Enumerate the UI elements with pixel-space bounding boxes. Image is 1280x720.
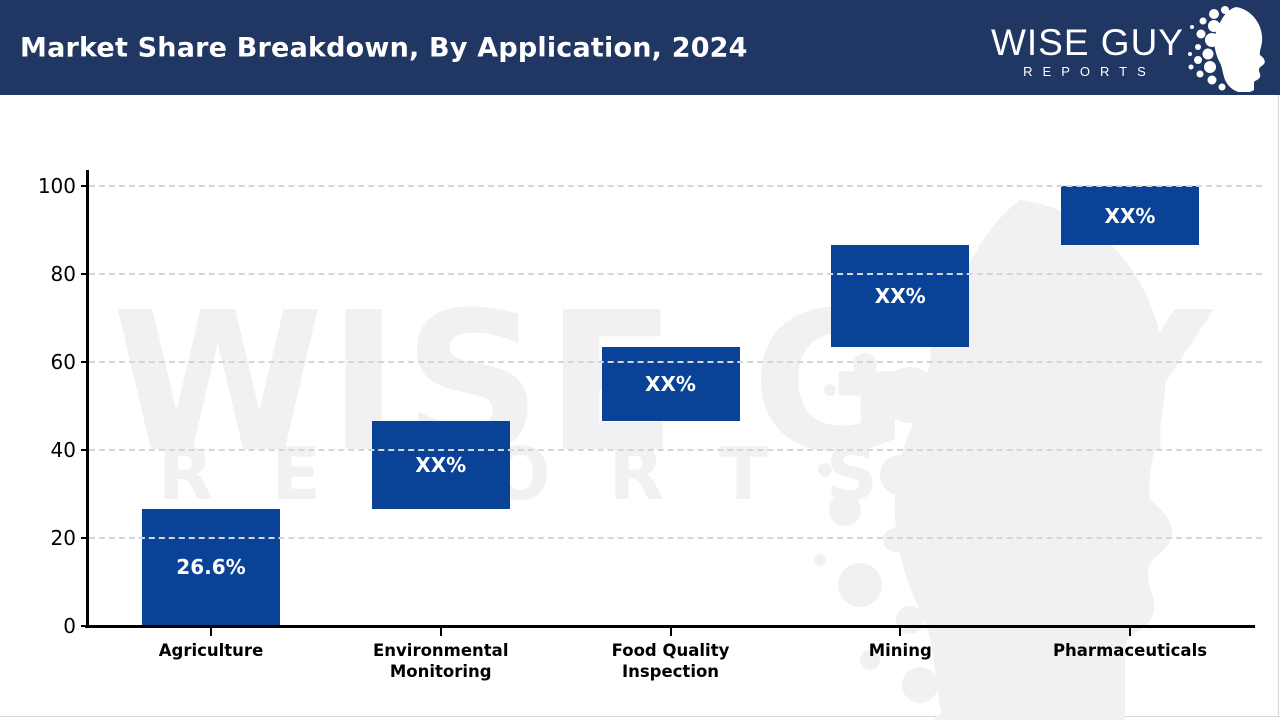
x-tick-label: Pharmaceuticals bbox=[1052, 641, 1208, 660]
bar-label: XX% bbox=[415, 452, 467, 477]
logo-subtitle: REPORTS bbox=[1023, 63, 1156, 79]
gridline bbox=[89, 449, 1262, 451]
y-axis-line bbox=[86, 170, 89, 628]
x-tick-label: Environmental Monitoring bbox=[373, 641, 509, 682]
bar-label: 26.6% bbox=[176, 555, 246, 580]
chart-region: WISE GUY REPORTS 02040608010026.6%Agricu… bbox=[0, 95, 1280, 720]
y-tick-label: 80 bbox=[50, 262, 76, 286]
y-tick-label: 40 bbox=[50, 438, 76, 462]
y-tick-label: 60 bbox=[50, 350, 76, 374]
bar bbox=[831, 245, 970, 347]
bar bbox=[601, 346, 740, 421]
y-tick-mark bbox=[81, 449, 88, 451]
y-tick-mark bbox=[81, 185, 88, 187]
header-bar: Market Share Breakdown, By Application, … bbox=[0, 0, 1280, 95]
bar bbox=[371, 420, 510, 509]
x-tick-label: Food Quality Inspection bbox=[611, 641, 730, 682]
logo-face-icon bbox=[1188, 6, 1265, 92]
bar bbox=[142, 508, 280, 626]
wiseguy-logo: WISE GUY REPORTS bbox=[991, 4, 1272, 92]
x-tick-mark bbox=[439, 628, 442, 636]
gridline bbox=[89, 273, 1262, 275]
bar bbox=[1061, 186, 1199, 246]
page-bottom-border bbox=[0, 716, 1280, 717]
y-tick-label: 0 bbox=[63, 614, 76, 638]
x-tick-mark bbox=[210, 628, 212, 636]
logo-text: WISE GUY REPORTS bbox=[991, 24, 1184, 79]
logo-wordmark: WISE GUY bbox=[990, 21, 1184, 63]
x-tick-mark bbox=[899, 628, 902, 636]
y-tick-label: 20 bbox=[50, 526, 76, 550]
y-tick-label: 100 bbox=[37, 174, 76, 198]
x-tick-mark bbox=[669, 628, 672, 636]
gridline bbox=[89, 361, 1262, 363]
bar-label: XX% bbox=[1104, 203, 1156, 228]
bar-label: XX% bbox=[645, 371, 696, 396]
y-tick-mark bbox=[81, 625, 88, 627]
x-axis-line bbox=[85, 625, 1255, 628]
bar-label: XX% bbox=[874, 284, 926, 308]
y-tick-mark bbox=[81, 537, 88, 539]
page-title: Market Share Breakdown, By Application, … bbox=[20, 32, 748, 63]
x-tick-label: Mining bbox=[868, 641, 932, 660]
gridline bbox=[89, 537, 1262, 539]
gridline bbox=[89, 185, 1262, 187]
x-tick-label: Agriculture bbox=[158, 641, 264, 660]
x-tick-mark bbox=[1129, 628, 1131, 636]
y-tick-mark bbox=[81, 273, 88, 275]
page-right-border bbox=[1278, 95, 1279, 717]
y-tick-mark bbox=[81, 361, 88, 363]
